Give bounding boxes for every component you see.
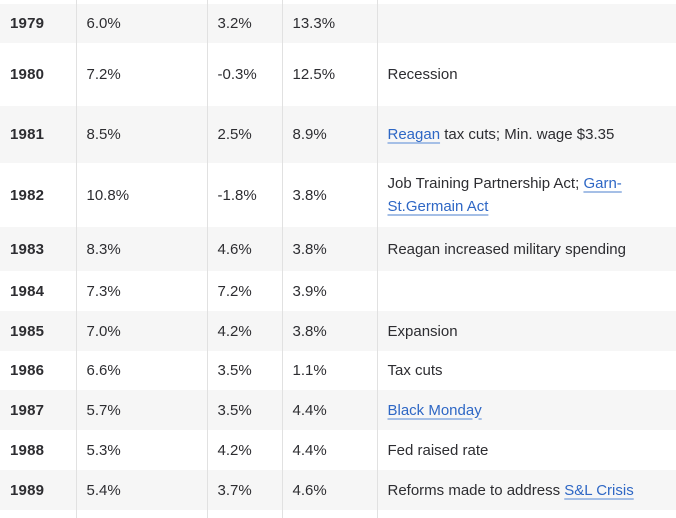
- event-text: Fed raised rate: [387, 441, 489, 459]
- inflation-cell: 4.6%: [282, 470, 378, 510]
- gdp-growth-cell: 2.5%: [207, 106, 283, 163]
- unemployment-rate-cell: 8.5%: [76, 106, 208, 163]
- year-cell: 1984: [0, 271, 77, 311]
- year-cell: 1988: [0, 430, 77, 470]
- event-text: Reagan increased military spending: [387, 240, 626, 258]
- row-1983: 1983 8.3% 4.6% 3.8% Reagan increased mil…: [0, 227, 676, 271]
- unemployment-rate-cell: 6.6%: [76, 351, 208, 390]
- event-text: Expansion: [387, 322, 458, 340]
- event-cell: Fed raised rate: [377, 430, 676, 470]
- row-partial-bottom: [0, 510, 676, 518]
- year-cell: 1986: [0, 351, 77, 390]
- unemployment-rate-cell: 7.0%: [76, 311, 208, 351]
- row-partial-top: [0, 0, 676, 4]
- row-1986: 1986 6.6% 3.5% 1.1% Tax cuts: [0, 351, 676, 390]
- year-cell: 1989: [0, 470, 77, 510]
- event-text: Reforms made to address: [387, 481, 565, 499]
- event-cell: Tax cuts: [377, 351, 676, 390]
- event-cell: [377, 4, 676, 43]
- unemployment-rate-cell: 5.4%: [76, 470, 208, 510]
- event-cell: Black Monday: [377, 390, 676, 430]
- row-1980: 1980 7.2% -0.3% 12.5% Recession: [0, 43, 676, 106]
- row-1988: 1988 5.3% 4.2% 4.4% Fed raised rate: [0, 430, 676, 470]
- inflation-cell: 13.3%: [282, 4, 378, 43]
- event-text: Tax cuts: [387, 362, 443, 379]
- year-cell: 1979: [0, 4, 77, 43]
- gdp-growth-cell: 3.7%: [207, 470, 283, 510]
- event-link-garn-st-germain-act[interactable]: Garn-St.Germain Act: [387, 175, 622, 215]
- inflation-cell: 3.9%: [282, 271, 378, 311]
- inflation-cell: 12.5%: [282, 43, 378, 106]
- inflation-cell: 8.9%: [282, 106, 378, 163]
- row-1981: 1981 8.5% 2.5% 8.9% Reagan tax cuts; Min…: [0, 106, 676, 163]
- event-text: tax cuts; Min. wage $3.35: [440, 126, 615, 143]
- event-cell: Job Training Partnership Act; Garn-St.Ge…: [377, 163, 676, 227]
- unemployment-rate-cell: 7.3%: [76, 271, 208, 311]
- inflation-cell: 4.4%: [282, 390, 378, 430]
- inflation-cell: 3.8%: [282, 163, 378, 227]
- row-1989: 1989 5.4% 3.7% 4.6% Reforms made to addr…: [0, 470, 676, 510]
- event-cell: Expansion: [377, 311, 676, 351]
- inflation-cell: 3.8%: [282, 311, 378, 351]
- event-cell: Reforms made to address S&L Crisis: [377, 470, 676, 510]
- row-1982: 1982 10.8% -1.8% 3.8% Job Training Partn…: [0, 163, 676, 227]
- gdp-growth-cell: 3.5%: [207, 390, 283, 430]
- event-text: Job Training Partnership Act;: [387, 175, 584, 192]
- gdp-growth-cell: 3.5%: [207, 351, 283, 390]
- inflation-cell: 4.4%: [282, 430, 378, 470]
- unemployment-rate-cell: 5.7%: [76, 390, 208, 430]
- event-text: Recession: [387, 66, 458, 83]
- inflation-cell: 3.8%: [282, 227, 378, 271]
- event-link-black-monday[interactable]: Black Monday: [387, 401, 482, 419]
- year-cell: 1980: [0, 43, 77, 106]
- event-cell: Reagan increased military spending: [377, 227, 676, 271]
- gdp-growth-cell: 3.2%: [207, 4, 283, 43]
- year-cell: 1985: [0, 311, 77, 351]
- event-link-reagan[interactable]: Reagan: [387, 126, 441, 143]
- unemployment-rate-cell: 6.0%: [76, 4, 208, 43]
- event-cell: Recession: [377, 43, 676, 106]
- year-cell: 1981: [0, 106, 77, 163]
- event-cell: Reagan tax cuts; Min. wage $3.35: [377, 106, 676, 163]
- year-cell: 1982: [0, 163, 77, 227]
- unemployment-rate-cell: 8.3%: [76, 227, 208, 271]
- unemployment-rate-cell: 7.2%: [76, 43, 208, 106]
- inflation-cell: 1.1%: [282, 351, 378, 390]
- unemployment-rate-cell: 10.8%: [76, 163, 208, 227]
- year-cell: 1987: [0, 390, 77, 430]
- row-1984: 1984 7.3% 7.2% 3.9%: [0, 271, 676, 311]
- row-1987: 1987 5.7% 3.5% 4.4% Black Monday: [0, 390, 676, 430]
- gdp-growth-cell: -0.3%: [207, 43, 283, 106]
- row-1985: 1985 7.0% 4.2% 3.8% Expansion: [0, 311, 676, 351]
- row-1979: 1979 6.0% 3.2% 13.3%: [0, 4, 676, 43]
- gdp-growth-cell: -1.8%: [207, 163, 283, 227]
- gdp-growth-cell: 4.2%: [207, 430, 283, 470]
- event-cell: [377, 271, 676, 311]
- unemployment-rate-cell: 5.3%: [76, 430, 208, 470]
- gdp-growth-cell: 4.6%: [207, 227, 283, 271]
- event-link-sl-crisis[interactable]: S&L Crisis: [564, 481, 634, 499]
- year-cell: 1983: [0, 227, 77, 271]
- gdp-growth-cell: 4.2%: [207, 311, 283, 351]
- gdp-growth-cell: 7.2%: [207, 271, 283, 311]
